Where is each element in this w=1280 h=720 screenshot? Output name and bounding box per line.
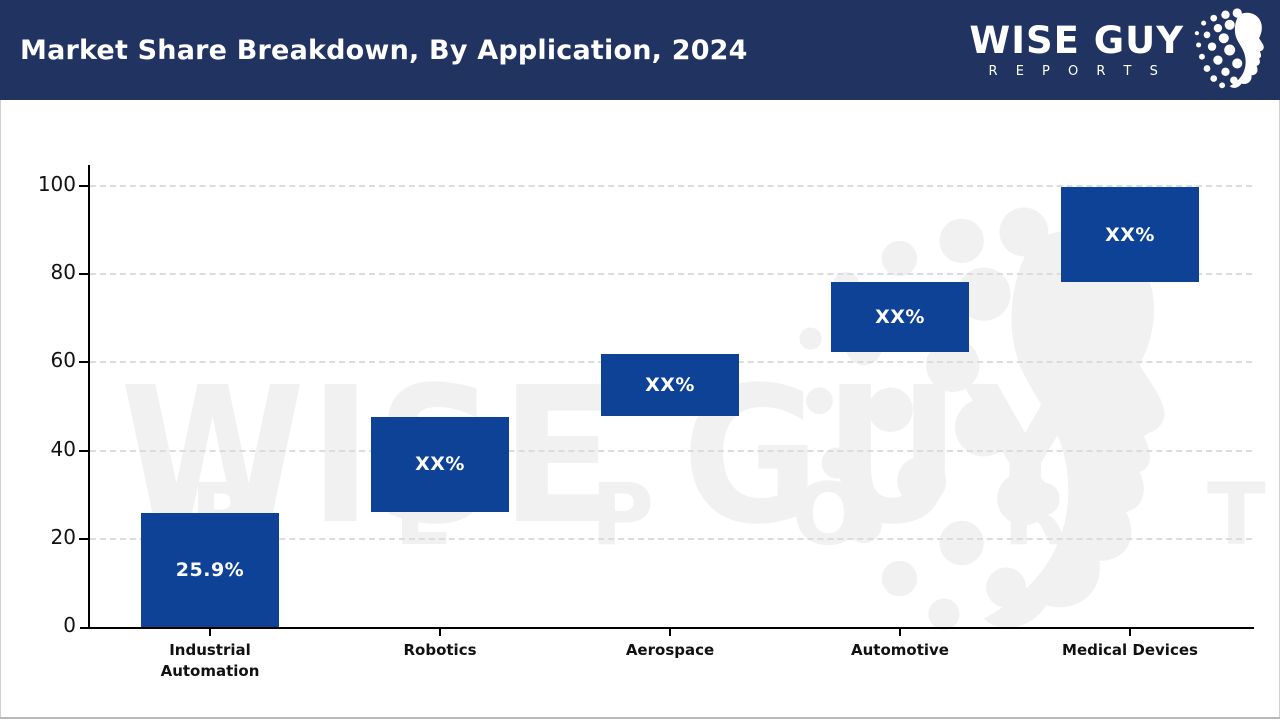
y-tick-mark: [79, 361, 88, 364]
y-tick-label: 40: [50, 436, 76, 461]
y-tick-mark: [79, 185, 88, 187]
y-tick-mark: [79, 449, 88, 452]
bar-value-label: XX%: [1105, 223, 1155, 246]
image-left-border: [0, 100, 1, 718]
brand-logo-text: WISE GUY R E P O R T S: [969, 22, 1184, 79]
gridline: [90, 449, 1252, 452]
brand-logo: WISE GUY R E P O R T S: [969, 0, 1266, 100]
y-tick-mark: [79, 537, 88, 540]
bar-value-label: XX%: [645, 374, 695, 397]
gridline: [90, 185, 1252, 187]
bar: XX%: [371, 417, 509, 512]
bar: 25.9%: [141, 512, 279, 627]
bar: XX%: [1061, 186, 1199, 283]
x-tick-mark: [899, 629, 901, 636]
x-tick-mark: [669, 629, 671, 636]
logo-wordmark: WISE GUY: [969, 18, 1184, 62]
x-tick-mark: [1129, 629, 1131, 636]
wise-guy-face-icon: [1194, 8, 1264, 89]
image-bottom-border: [0, 717, 1280, 719]
bar: XX%: [831, 282, 969, 352]
y-tick-label: 0: [63, 613, 76, 637]
category-label: Medical Devices: [1062, 641, 1198, 659]
header-bar: Market Share Breakdown, By Application, …: [0, 0, 1280, 100]
bar: XX%: [601, 354, 739, 417]
y-tick-mark: [79, 273, 88, 276]
logo-subtext: R E P O R T S: [988, 63, 1165, 79]
x-tick-mark: [209, 629, 211, 636]
gridline: [90, 537, 1252, 540]
category-label: Automotive: [851, 641, 949, 659]
category-label: Robotics: [403, 641, 477, 659]
y-tick-label: 100: [37, 172, 76, 196]
plot-area: WISE GUY R E P O R T S 02040608010025.9%…: [0, 100, 1280, 717]
page-title: Market Share Breakdown, By Application, …: [20, 34, 748, 66]
bar-value-label: 25.9%: [175, 558, 245, 581]
y-tick-label: 80: [50, 260, 76, 285]
category-label: Aerospace: [625, 641, 715, 659]
x-axis-line: [80, 627, 1254, 629]
x-tick-mark: [439, 629, 441, 636]
category-label: Industrial Automation: [160, 641, 260, 680]
bar-value-label: XX%: [415, 453, 465, 476]
gridline: [90, 273, 1252, 276]
bar-value-label: XX%: [875, 305, 925, 328]
y-tick-label: 60: [50, 348, 76, 373]
y-tick-label: 20: [50, 524, 76, 549]
y-axis-line: [88, 165, 90, 629]
